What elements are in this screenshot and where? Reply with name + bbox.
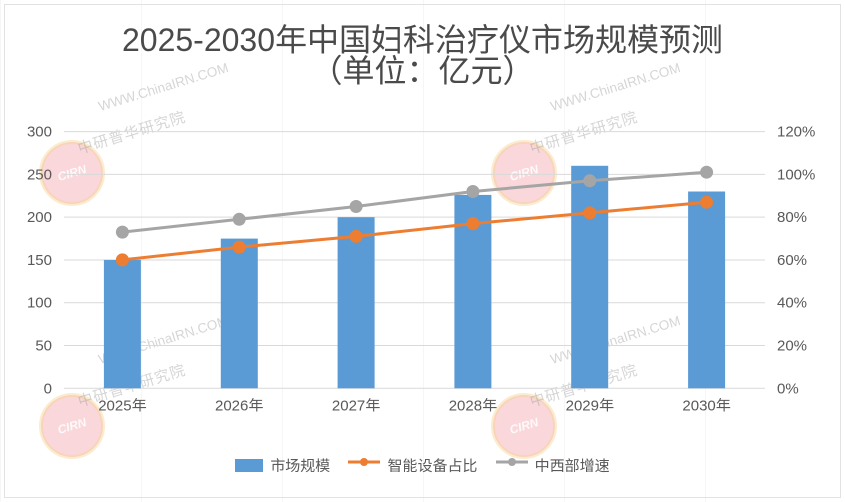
svg-text:40%: 40% [777, 295, 807, 312]
svg-text:150: 150 [27, 252, 52, 269]
svg-text:60%: 60% [777, 252, 807, 269]
svg-text:50: 50 [35, 338, 52, 355]
svg-text:0: 0 [44, 380, 52, 397]
svg-text:100: 100 [27, 295, 52, 312]
svg-text:2029年: 2029年 [566, 397, 614, 414]
svg-text:2028年: 2028年 [449, 397, 497, 414]
svg-text:0%: 0% [777, 380, 799, 397]
svg-text:120%: 120% [777, 124, 815, 141]
svg-text:250: 250 [27, 166, 52, 183]
svg-text:20%: 20% [777, 338, 807, 355]
svg-text:2030年: 2030年 [682, 397, 730, 414]
svg-text:2026年: 2026年 [215, 397, 263, 414]
svg-text:100%: 100% [777, 166, 815, 183]
svg-text:80%: 80% [777, 209, 807, 226]
svg-text:2027年: 2027年 [332, 397, 380, 414]
svg-text:2025年: 2025年 [98, 397, 146, 414]
svg-text:300: 300 [27, 124, 52, 141]
svg-text:200: 200 [27, 209, 52, 226]
